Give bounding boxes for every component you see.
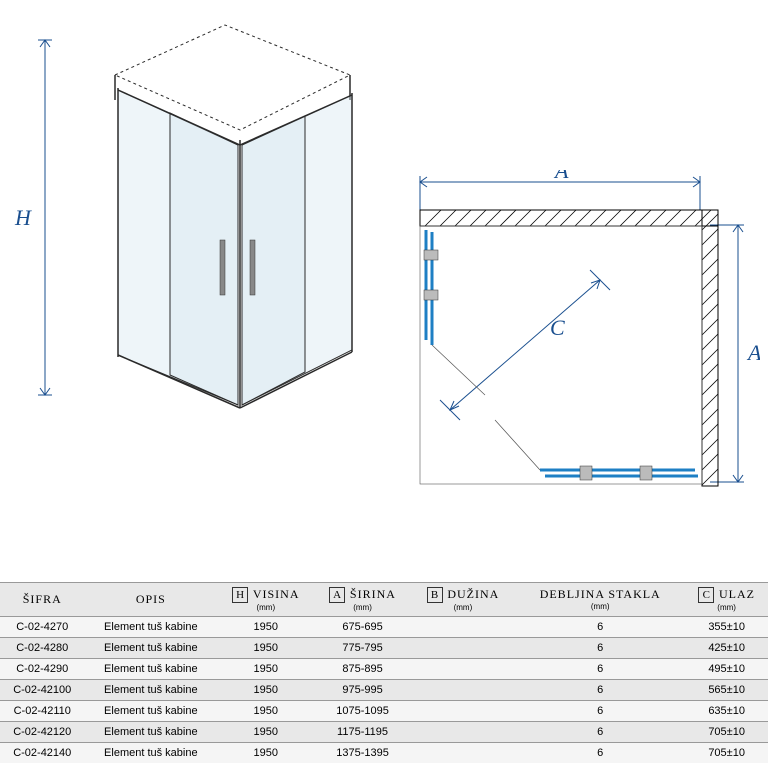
cell-duzina xyxy=(411,659,515,680)
walls xyxy=(420,210,718,486)
cell-opis: Element tuš kabine xyxy=(84,659,217,680)
a-label-right: A xyxy=(746,340,760,365)
hdr-ulaz: ULAZ xyxy=(719,587,755,601)
cell-ulaz: 355±10 xyxy=(685,617,768,638)
cell-opis: Element tuš kabine xyxy=(84,743,217,764)
box-h: H xyxy=(232,587,248,603)
cell-ulaz: 635±10 xyxy=(685,701,768,722)
table-row: C-02-4280Element tuš kabine1950775-795 64… xyxy=(0,638,768,659)
cell-opis: Element tuš kabine xyxy=(84,701,217,722)
cell-debljina: 6 xyxy=(515,617,685,638)
cell-opis: Element tuš kabine xyxy=(84,638,217,659)
cell-sirina: 1375-1395 xyxy=(314,743,410,764)
table-row: C-02-42120Element tuš kabine19501175-119… xyxy=(0,722,768,743)
cell-duzina xyxy=(411,722,515,743)
cell-sifra: C-02-4270 xyxy=(0,617,84,638)
cell-debljina: 6 xyxy=(515,722,685,743)
hdr-debljina: DEBLJINA STAKLA xyxy=(540,587,661,601)
cell-debljina: 6 xyxy=(515,701,685,722)
cell-sifra: C-02-42100 xyxy=(0,680,84,701)
cell-sirina: 1175-1195 xyxy=(314,722,410,743)
cell-visina: 1950 xyxy=(217,680,314,701)
cell-debljina: 6 xyxy=(515,638,685,659)
cell-sirina: 875-895 xyxy=(314,659,410,680)
height-dimension: H xyxy=(10,35,60,405)
table-row: C-02-42100Element tuš kabine1950975-995 6… xyxy=(0,680,768,701)
box-a: A xyxy=(329,587,345,603)
box-c: C xyxy=(698,587,714,603)
cell-visina: 1950 xyxy=(217,617,314,638)
cell-sirina: 775-795 xyxy=(314,638,410,659)
table-row: C-02-42110Element tuš kabine19501075-109… xyxy=(0,701,768,722)
cell-visina: 1950 xyxy=(217,701,314,722)
cell-visina: 1950 xyxy=(217,638,314,659)
cell-sifra: C-02-42120 xyxy=(0,722,84,743)
cell-sifra: C-02-4290 xyxy=(0,659,84,680)
cabin-perspective xyxy=(70,20,380,420)
hdr-sifra: ŠIFRA xyxy=(23,592,62,606)
cell-sifra: C-02-42110 xyxy=(0,701,84,722)
spec-table: ŠIFRA OPIS H VISINA(mm) A ŠIRINA(mm) B D… xyxy=(0,582,768,763)
diagram-area: H A xyxy=(0,0,768,500)
cell-ulaz: 565±10 xyxy=(685,680,768,701)
table-row: C-02-42140Element tuš kabine19501375-139… xyxy=(0,743,768,764)
cell-debljina: 6 xyxy=(515,659,685,680)
hdr-sirina: ŠIRINA xyxy=(350,587,396,601)
cell-visina: 1950 xyxy=(217,659,314,680)
cell-debljina: 6 xyxy=(515,743,685,764)
cell-duzina xyxy=(411,743,515,764)
hdr-opis: OPIS xyxy=(136,592,166,606)
cell-sirina: 675-695 xyxy=(314,617,410,638)
cell-opis: Element tuš kabine xyxy=(84,722,217,743)
cabin-topview: A A xyxy=(410,170,760,500)
cell-duzina xyxy=(411,617,515,638)
cell-opis: Element tuš kabine xyxy=(84,617,217,638)
h-label: H xyxy=(14,205,32,230)
cell-duzina xyxy=(411,638,515,659)
cell-ulaz: 495±10 xyxy=(685,659,768,680)
table-header-row: ŠIFRA OPIS H VISINA(mm) A ŠIRINA(mm) B D… xyxy=(0,582,768,616)
cell-sirina: 1075-1095 xyxy=(314,701,410,722)
hdr-duzina: DUŽINA xyxy=(447,587,499,601)
c-label: C xyxy=(550,315,565,340)
cell-sifra: C-02-4280 xyxy=(0,638,84,659)
table-row: C-02-4270Element tuš kabine1950675-695 63… xyxy=(0,617,768,638)
cell-duzina xyxy=(411,680,515,701)
cell-debljina: 6 xyxy=(515,680,685,701)
cell-ulaz: 705±10 xyxy=(685,743,768,764)
table-row: C-02-4290Element tuš kabine1950875-895 64… xyxy=(0,659,768,680)
hdr-visina: VISINA xyxy=(253,587,300,601)
cell-ulaz: 705±10 xyxy=(685,722,768,743)
cell-opis: Element tuš kabine xyxy=(84,680,217,701)
cell-duzina xyxy=(411,701,515,722)
cell-sirina: 975-995 xyxy=(314,680,410,701)
box-b: B xyxy=(427,587,443,603)
cell-visina: 1950 xyxy=(217,722,314,743)
cell-ulaz: 425±10 xyxy=(685,638,768,659)
cell-sifra: C-02-42140 xyxy=(0,743,84,764)
a-label-top: A xyxy=(553,170,569,183)
cell-visina: 1950 xyxy=(217,743,314,764)
